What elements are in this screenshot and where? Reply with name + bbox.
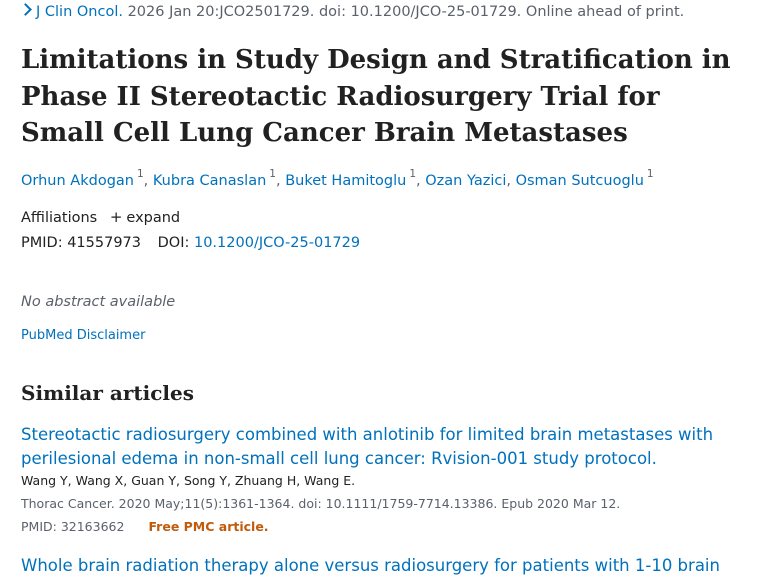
similar-article-title-link[interactable]: Stereotactic radiosurgery combined with … (21, 425, 714, 468)
doi-label: DOI: (157, 235, 190, 251)
article-title: Limitations in Study Design and Stratifi… (21, 45, 731, 148)
journal-details: 2026 Jan 20:JCO2501729. doi: 10.1200/JCO… (127, 4, 685, 20)
affiliation-ref[interactable]: 1 (269, 168, 276, 180)
author-link[interactable]: Orhun Akdogan (21, 172, 134, 189)
plus-icon: + (109, 208, 123, 226)
affiliations-toggle[interactable]: Affiliations + expand (21, 208, 180, 226)
pubmed-disclaimer-link[interactable]: PubMed Disclaimer (21, 328, 146, 343)
pmid-value: 41557973 (67, 235, 142, 251)
similar-article-meta: PMID: 32163662 Free PMC article. (21, 519, 749, 534)
author-link[interactable]: Buket Hamitoglu (285, 172, 407, 189)
affiliations-label: Affiliations (21, 210, 98, 226)
author-link[interactable]: Osman Sutcuoglu (515, 172, 644, 189)
affiliation-ref[interactable]: 1 (646, 168, 654, 180)
similar-article-citation: Thorac Cancer. 2020 May;11(5):1361-1364.… (21, 496, 621, 511)
journal-citation-line: J Clin Oncol. 2026 Jan 20:JCO2501729. do… (19, 3, 685, 20)
free-pmc-badge: Free PMC article. (148, 519, 269, 534)
journal-link[interactable]: J Clin Oncol. (36, 4, 123, 20)
similar-article-authors: Wang Y, Wang X, Guan Y, Song Y, Zhuang H… (21, 473, 356, 488)
similar-article: Whole brain radiation therapy alone vers… (21, 554, 749, 578)
similar-articles-heading: Similar articles (21, 381, 194, 405)
author-link[interactable]: Ozan Yazici (425, 172, 507, 189)
author-list: Orhun Akdogan 1, Kubra Canaslan 1, Buket H… (21, 168, 654, 189)
similar-article-title-link[interactable]: Whole brain radiation therapy alone vers… (21, 556, 720, 575)
similar-article: Stereotactic radiosurgery combined with … (21, 423, 749, 534)
no-abstract-note: No abstract available (21, 294, 176, 310)
identifiers: PMID: 41557973 DOI: 10.1200/JCO-25-01729 (21, 235, 360, 251)
similar-article-pmid: PMID: 32163662 (21, 519, 125, 534)
doi-link[interactable]: 10.1200/JCO-25-01729 (193, 235, 361, 251)
author-link[interactable]: Kubra Canaslan (152, 172, 267, 189)
pmid-label: PMID: (21, 235, 63, 251)
affiliation-ref[interactable]: 1 (136, 168, 144, 180)
affiliation-ref[interactable]: 1 (409, 168, 417, 180)
chevron-right-icon[interactable] (19, 3, 32, 16)
expand-label: expand (126, 210, 181, 226)
